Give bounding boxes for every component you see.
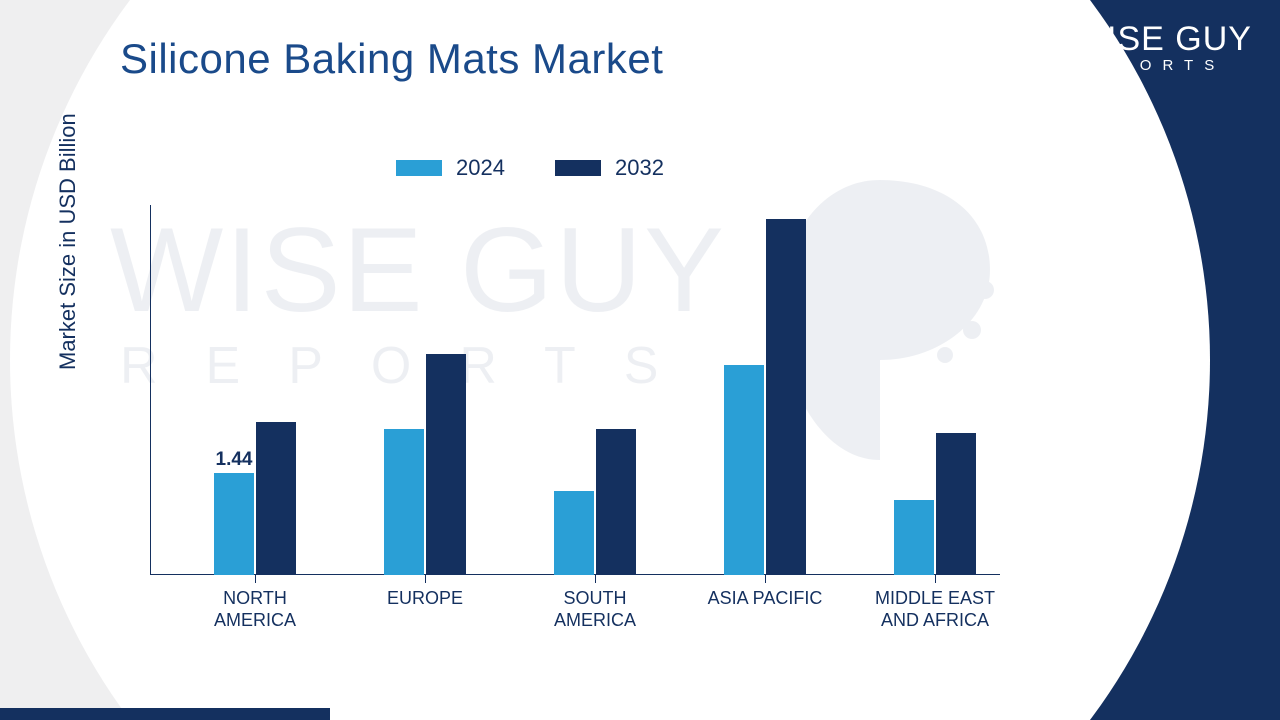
- bar-series-b: [426, 354, 466, 575]
- legend-label: 2032: [615, 155, 664, 181]
- brand-line2: REPORTS: [1076, 58, 1252, 73]
- legend-item: 2024: [396, 155, 505, 181]
- category-label: ASIA PACIFIC: [700, 588, 830, 610]
- bar-value-label: 1.44: [216, 449, 253, 471]
- bottom-accent-bar: [0, 708, 330, 720]
- bar-series-b: [596, 429, 636, 575]
- x-tick: [765, 575, 766, 583]
- chart-title: Silicone Baking Mats Market: [120, 35, 663, 83]
- legend-swatch: [396, 160, 442, 176]
- legend-swatch: [555, 160, 601, 176]
- bar-series-b: [256, 422, 296, 575]
- plot-region: 1.44: [150, 205, 1000, 575]
- x-tick: [425, 575, 426, 583]
- legend-item: 2032: [555, 155, 664, 181]
- bar-series-a: [724, 365, 764, 575]
- brand-logo: WISE GUY REPORTS: [1074, 22, 1252, 73]
- category-labels: NORTH AMERICA EUROPE SOUTH AMERICA ASIA PAC…: [150, 580, 1000, 685]
- brand-line1: WISE GUY: [1074, 22, 1252, 56]
- bar-series-a: [384, 429, 424, 575]
- y-axis-label: Market Size in USD Billion: [55, 113, 81, 370]
- legend-label: 2024: [456, 155, 505, 181]
- stage: WISE GUY REPORTS WISE GUY REPORTS Silico…: [0, 0, 1280, 720]
- right-navy-band: [960, 0, 1280, 720]
- bar-series-a: [214, 473, 254, 575]
- category-label: SOUTH AMERICA: [530, 588, 660, 631]
- bar-series-a: [554, 491, 594, 575]
- category-label: EUROPE: [360, 588, 490, 610]
- brand-head-icon: [990, 12, 1060, 92]
- bar-series-b: [936, 433, 976, 575]
- x-tick: [255, 575, 256, 583]
- chart-area: 20242032 Market Size in USD Billion 1.44…: [60, 155, 1000, 685]
- category-label: NORTH AMERICA: [190, 588, 320, 631]
- x-tick: [935, 575, 936, 583]
- bar-series-a: [894, 500, 934, 575]
- bar-series-b: [766, 219, 806, 575]
- category-label: MIDDLE EAST AND AFRICA: [870, 588, 1000, 631]
- chart-legend: 2024 2032: [60, 155, 1000, 181]
- x-tick: [595, 575, 596, 583]
